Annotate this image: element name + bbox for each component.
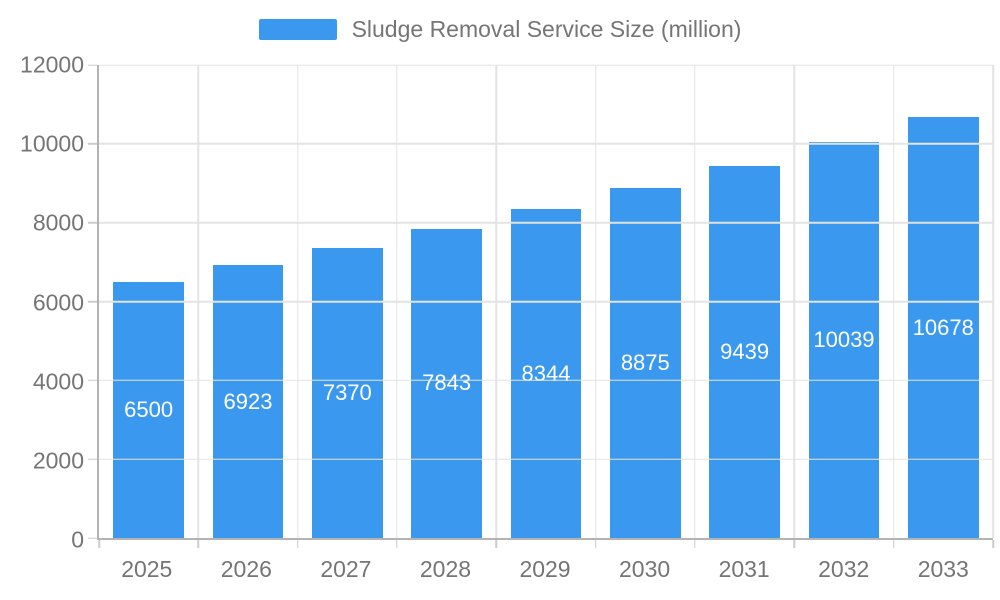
grid-line-horizontal <box>99 64 993 66</box>
grid-line-vertical <box>594 65 597 538</box>
y-axis-tick <box>88 300 97 303</box>
grid-line-vertical <box>396 65 398 538</box>
x-axis-label: 2027 <box>320 556 372 582</box>
y-axis: 0 2000 4000 6000 8000 10000 12000 <box>0 53 84 551</box>
x-axis-label: 2030 <box>619 556 671 582</box>
bar-cell: 6500 <box>99 65 198 538</box>
grid-line-vertical <box>495 65 498 538</box>
bar-cell: 7843 <box>397 65 496 538</box>
grid-line-vertical <box>296 65 299 538</box>
bars-row: 6500 6923 7370 7843 8344 8875 9439 10039 10678 <box>99 65 993 538</box>
grid-line-horizontal <box>99 300 993 303</box>
bar-cell: 8344 <box>496 65 595 538</box>
bar[interactable]: 9439 <box>709 165 780 538</box>
grid-line-vertical <box>694 65 696 538</box>
grid-line-vertical <box>892 65 895 538</box>
bar-cell: 9439 <box>695 65 794 538</box>
y-axis-tick <box>88 379 97 382</box>
x-axis-tick <box>594 540 597 548</box>
x-axis-tick <box>892 540 895 548</box>
grid-line-horizontal <box>99 221 993 224</box>
bar[interactable]: 6500 <box>113 281 184 538</box>
bar-cell: 10678 <box>894 65 993 538</box>
x-axis-tick <box>694 540 696 548</box>
y-axis-tick <box>88 64 97 66</box>
y-axis-label: 12000 <box>20 51 84 78</box>
bar-cell: 7370 <box>298 65 397 538</box>
plot-area: 6500 6923 7370 7843 8344 8875 9439 10039 10678 <box>88 64 994 548</box>
grid-line-horizontal <box>99 379 993 382</box>
y-axis-tick <box>88 143 97 145</box>
x-axis-label: 2026 <box>220 556 272 582</box>
bar-value-label: 10039 <box>813 327 875 353</box>
bar-cell: 10039 <box>794 65 893 538</box>
bar-value-label: 8344 <box>521 360 571 386</box>
legend-swatch-icon <box>258 19 337 40</box>
x-axis-label: 2031 <box>718 556 770 582</box>
bar[interactable]: 8344 <box>510 209 582 538</box>
x-axis-tick <box>296 540 299 548</box>
bar[interactable]: 7843 <box>411 228 482 538</box>
grid-line-vertical <box>793 65 796 538</box>
x-axis-tick <box>495 540 498 548</box>
x-axis-tick <box>197 540 200 548</box>
y-axis-label: 2000 <box>32 447 84 474</box>
y-axis-tick <box>88 221 97 224</box>
bar[interactable]: 10039 <box>808 142 880 538</box>
x-axis-label: 2028 <box>419 556 472 582</box>
bar-value-label: 7843 <box>422 370 472 396</box>
bar-value-label: 6923 <box>223 388 273 414</box>
x-axis-tick <box>396 540 398 548</box>
x-axis-tick <box>793 540 796 548</box>
y-axis-tick <box>88 458 97 460</box>
bar[interactable]: 6923 <box>212 265 284 538</box>
x-axis-label: 2025 <box>121 556 173 582</box>
bar-value-label: 9439 <box>720 338 770 364</box>
y-axis-label: 10000 <box>20 130 84 157</box>
x-axis-label: 2033 <box>917 556 969 582</box>
x-axis-tick <box>992 540 994 548</box>
legend[interactable]: Sludge Removal Service Size (million) <box>0 16 1000 43</box>
bar-cell: 6923 <box>198 65 297 538</box>
grid-line-horizontal <box>99 143 993 145</box>
y-axis-label: 4000 <box>32 368 84 395</box>
legend-label: Sludge Removal Service Size (million) <box>351 16 742 42</box>
grid-line-vertical <box>197 65 200 538</box>
y-axis-label: 6000 <box>32 289 84 315</box>
bar[interactable]: 10678 <box>908 117 979 538</box>
y-axis-label: 0 <box>71 526 84 553</box>
x-axis-label: 2029 <box>519 556 571 582</box>
bar-value-label: 7370 <box>322 379 372 405</box>
x-axis-label: 2032 <box>818 556 870 582</box>
y-axis-tick <box>88 537 97 539</box>
bar-value-label: 6500 <box>124 396 174 422</box>
bar-cell: 8875 <box>596 65 695 538</box>
grid-line-horizontal <box>99 458 993 460</box>
x-axis: 2025 2026 2027 2028 2029 2030 2031 2032 2033 <box>97 556 993 583</box>
bar[interactable]: 8875 <box>610 188 681 538</box>
x-axis-tick <box>98 540 100 548</box>
bar[interactable]: 7370 <box>312 247 383 538</box>
grid-line-vertical <box>992 65 994 538</box>
y-axis-label: 8000 <box>32 209 84 236</box>
bar-value-label: 10678 <box>912 314 974 340</box>
bar-value-label: 8875 <box>620 350 670 376</box>
